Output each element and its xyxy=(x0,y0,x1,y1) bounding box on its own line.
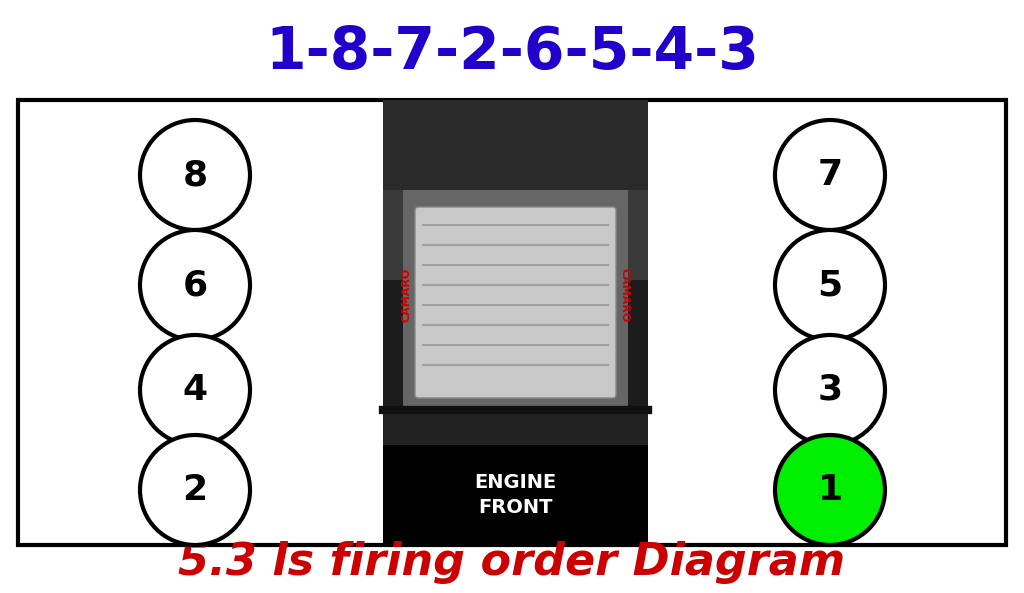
Ellipse shape xyxy=(545,500,555,540)
Text: CAMARO: CAMARO xyxy=(401,268,411,322)
Bar xyxy=(403,190,628,410)
Text: ENGINE
FRONT: ENGINE FRONT xyxy=(474,473,557,517)
Text: 1: 1 xyxy=(817,473,843,507)
Circle shape xyxy=(140,230,250,340)
Ellipse shape xyxy=(521,500,531,540)
Text: 8: 8 xyxy=(182,158,208,192)
Ellipse shape xyxy=(557,500,567,540)
Text: 5: 5 xyxy=(817,268,843,302)
Text: 7: 7 xyxy=(817,158,843,192)
Circle shape xyxy=(775,230,885,340)
Text: 3: 3 xyxy=(817,373,843,407)
Bar xyxy=(383,445,648,545)
Circle shape xyxy=(140,120,250,230)
Bar xyxy=(383,100,648,190)
Ellipse shape xyxy=(445,448,506,493)
Bar xyxy=(383,190,648,280)
Bar xyxy=(383,100,648,545)
Text: 6: 6 xyxy=(182,268,208,302)
Ellipse shape xyxy=(509,500,519,540)
Text: 4: 4 xyxy=(182,373,208,407)
Text: CAMARO: CAMARO xyxy=(620,268,630,322)
Bar xyxy=(383,410,648,545)
Text: 5.3 ls firing order Diagram: 5.3 ls firing order Diagram xyxy=(178,541,846,585)
Ellipse shape xyxy=(534,500,544,540)
Circle shape xyxy=(775,335,885,445)
Text: 1-8-7-2-6-5-4-3: 1-8-7-2-6-5-4-3 xyxy=(265,24,759,81)
FancyBboxPatch shape xyxy=(415,207,616,398)
Text: 2: 2 xyxy=(182,473,208,507)
Ellipse shape xyxy=(498,500,507,540)
Circle shape xyxy=(140,435,250,545)
Bar xyxy=(18,100,1006,545)
Circle shape xyxy=(775,120,885,230)
Circle shape xyxy=(140,335,250,445)
Circle shape xyxy=(775,435,885,545)
